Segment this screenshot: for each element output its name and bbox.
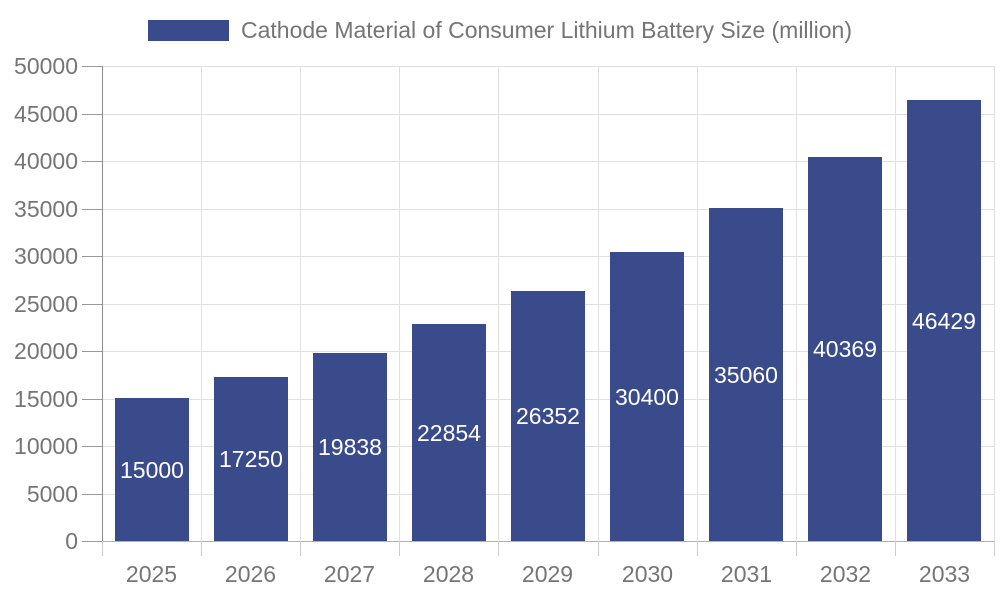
x-axis-tick <box>895 541 896 556</box>
x-axis-tick <box>796 541 797 556</box>
gridline-vertical <box>201 66 202 541</box>
x-axis-tick-label: 2032 <box>819 561 872 587</box>
y-axis-tick-label: 40000 <box>14 148 78 174</box>
bar[interactable]: 46429 <box>907 100 981 541</box>
x-axis-tick-label: 2031 <box>720 561 773 587</box>
bar[interactable]: 22854 <box>412 324 486 541</box>
bar[interactable]: 15000 <box>115 398 189 541</box>
gridline-vertical <box>796 66 797 541</box>
y-axis-tick-label: 5000 <box>26 481 78 507</box>
legend-item[interactable]: Cathode Material of Consumer Lithium Bat… <box>0 17 1000 44</box>
bar-value-label: 40369 <box>813 336 877 362</box>
y-axis-tick-label: 45000 <box>14 101 78 127</box>
y-axis-tick <box>82 304 102 305</box>
bar[interactable]: 26352 <box>511 291 585 541</box>
bar[interactable]: 30400 <box>610 252 684 541</box>
bar-value-label: 35060 <box>714 361 778 388</box>
bar-value-label: 26352 <box>516 403 580 429</box>
gridline-horizontal <box>102 209 994 210</box>
y-axis-tick <box>82 541 102 542</box>
gridline-vertical <box>498 66 499 541</box>
y-axis-tick-label: 20000 <box>14 338 78 364</box>
y-axis-tick-label: 35000 <box>14 196 78 222</box>
x-axis-tick <box>399 541 400 556</box>
x-axis-tick-label: 2029 <box>521 561 574 587</box>
x-axis-tick-label: 2027 <box>323 561 376 587</box>
gridline-vertical <box>300 66 301 541</box>
gridline-vertical <box>994 66 995 541</box>
y-axis-line <box>102 66 103 541</box>
y-axis-tick <box>82 66 102 67</box>
bar[interactable]: 19838 <box>313 353 387 541</box>
bar[interactable]: 40369 <box>808 157 882 541</box>
gridline-horizontal <box>102 66 994 67</box>
gridline-vertical <box>895 66 896 541</box>
y-axis-tick <box>82 351 102 352</box>
y-axis-tick <box>82 494 102 495</box>
y-axis-tick <box>82 256 102 257</box>
y-axis-tick-label: 10000 <box>14 433 78 459</box>
bar[interactable]: 17250 <box>214 377 288 541</box>
x-axis-tick <box>697 541 698 556</box>
y-axis-tick-label: 25000 <box>14 291 78 317</box>
y-axis-tick-label: 0 <box>65 528 78 554</box>
gridline-horizontal <box>102 256 994 257</box>
y-axis-tick <box>82 161 102 162</box>
gridline-vertical <box>697 66 698 541</box>
bar-value-label: 46429 <box>912 307 976 334</box>
bar-value-label: 15000 <box>120 456 184 483</box>
x-axis-line <box>102 541 994 542</box>
gridline-vertical <box>598 66 599 541</box>
x-axis-tick <box>994 541 995 556</box>
x-axis-tick <box>498 541 499 556</box>
y-axis-tick-label: 30000 <box>14 243 78 269</box>
x-axis-tick-label: 2026 <box>224 561 277 587</box>
legend-label[interactable]: Cathode Material of Consumer Lithium Bat… <box>240 17 853 43</box>
x-axis-tick-label: 2030 <box>621 561 674 587</box>
gridline-vertical <box>399 66 400 541</box>
x-axis-tick <box>300 541 301 556</box>
y-axis-tick <box>82 446 102 447</box>
bar-value-label: 19838 <box>318 434 382 460</box>
y-axis-tick <box>82 114 102 115</box>
gridline-horizontal <box>102 161 994 162</box>
y-axis-tick-label: 15000 <box>14 386 78 412</box>
y-axis-tick-label: 50000 <box>14 53 78 79</box>
gridline-horizontal <box>102 114 994 115</box>
x-axis-tick-label: 2025 <box>125 561 178 587</box>
bar-value-label: 17250 <box>219 446 283 472</box>
y-axis-tick <box>82 399 102 400</box>
bar[interactable]: 35060 <box>709 208 783 541</box>
bar-value-label: 30400 <box>615 383 679 410</box>
x-axis-tick <box>201 541 202 556</box>
x-axis-tick-label: 2033 <box>918 561 971 587</box>
x-axis-tick-label: 2028 <box>422 561 475 587</box>
legend-swatch[interactable] <box>147 20 229 41</box>
x-axis-tick <box>598 541 599 556</box>
bar-value-label: 22854 <box>417 419 481 446</box>
y-axis-tick <box>82 209 102 210</box>
x-axis-tick <box>102 541 103 556</box>
